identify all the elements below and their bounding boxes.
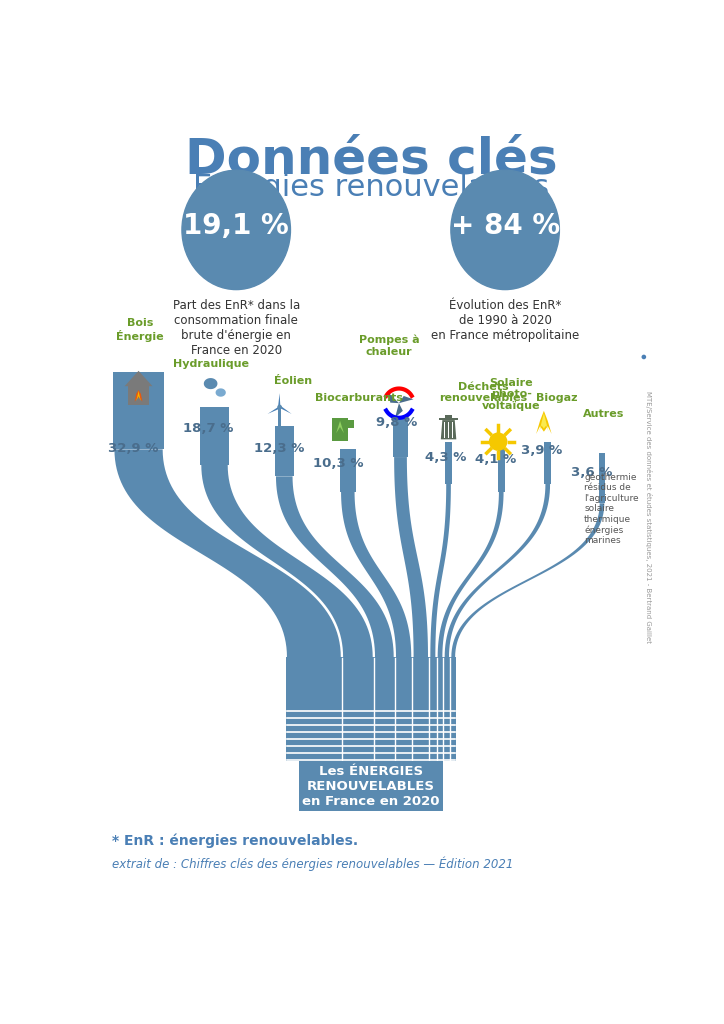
Polygon shape bbox=[204, 378, 217, 389]
Polygon shape bbox=[445, 441, 452, 484]
Text: 4,3 %: 4,3 % bbox=[425, 451, 466, 464]
Text: Pompes à
chaleur: Pompes à chaleur bbox=[358, 335, 419, 357]
Polygon shape bbox=[125, 371, 153, 386]
Polygon shape bbox=[388, 392, 399, 403]
Circle shape bbox=[277, 404, 282, 410]
Polygon shape bbox=[278, 393, 280, 407]
Polygon shape bbox=[268, 407, 280, 414]
Polygon shape bbox=[599, 454, 605, 503]
Polygon shape bbox=[278, 407, 281, 434]
Text: * EnR : énergies renouvelables.: * EnR : énergies renouvelables. bbox=[112, 834, 358, 848]
Text: Déchets
renouvelables: Déchets renouvelables bbox=[439, 382, 527, 403]
Polygon shape bbox=[452, 422, 453, 438]
Polygon shape bbox=[451, 503, 605, 657]
Text: Bois
Énergie: Bois Énergie bbox=[116, 317, 164, 342]
Text: 19,1 %: 19,1 % bbox=[183, 212, 289, 240]
Polygon shape bbox=[332, 418, 348, 441]
Circle shape bbox=[641, 354, 647, 359]
Text: Part des EnR* dans la
consommation finale
brute d'énergie en
France en 2020: Part des EnR* dans la consommation final… bbox=[172, 299, 300, 357]
Polygon shape bbox=[444, 422, 445, 438]
Polygon shape bbox=[399, 396, 413, 403]
Polygon shape bbox=[135, 390, 143, 401]
Ellipse shape bbox=[451, 170, 560, 290]
Polygon shape bbox=[445, 415, 452, 418]
Circle shape bbox=[384, 388, 414, 419]
Text: Solaire
photo-
voltaïque: Solaire photo- voltaïque bbox=[482, 378, 540, 411]
Polygon shape bbox=[395, 403, 403, 418]
Polygon shape bbox=[200, 407, 229, 465]
Polygon shape bbox=[127, 386, 149, 404]
Text: 3,6 %: 3,6 % bbox=[571, 466, 613, 479]
Text: géothermie
résidus de
l'agriculture
solaire
thermique
énergies
marines: géothermie résidus de l'agriculture sola… bbox=[584, 472, 639, 545]
Polygon shape bbox=[447, 422, 450, 438]
Polygon shape bbox=[393, 395, 408, 457]
Text: 3,9 %: 3,9 % bbox=[521, 444, 562, 457]
Polygon shape bbox=[394, 457, 428, 657]
Text: 10,3 %: 10,3 % bbox=[313, 457, 363, 470]
Text: Hydraulique: Hydraulique bbox=[172, 358, 248, 369]
Polygon shape bbox=[216, 388, 226, 396]
Polygon shape bbox=[544, 441, 551, 484]
Polygon shape bbox=[286, 657, 456, 761]
Text: MTE/Service des données et études statistiques, 2021 - Bertrand Gaillet: MTE/Service des données et études statis… bbox=[645, 391, 652, 643]
Text: 9,8 %: 9,8 % bbox=[376, 416, 417, 429]
Polygon shape bbox=[113, 373, 164, 450]
Polygon shape bbox=[498, 445, 505, 492]
Text: Évolution des EnR*
de 1990 à 2020
en France métropolitaine: Évolution des EnR* de 1990 à 2020 en Fra… bbox=[431, 299, 579, 342]
Text: Énergies renouvelables: Énergies renouvelables bbox=[193, 168, 549, 202]
Text: Autres: Autres bbox=[583, 409, 624, 419]
Polygon shape bbox=[536, 411, 552, 434]
Circle shape bbox=[489, 432, 508, 451]
Polygon shape bbox=[348, 420, 354, 428]
Polygon shape bbox=[201, 465, 373, 657]
Ellipse shape bbox=[182, 170, 290, 290]
Text: 18,7 %: 18,7 % bbox=[183, 423, 233, 435]
Polygon shape bbox=[441, 420, 456, 439]
Text: Données clés: Données clés bbox=[185, 135, 557, 183]
Text: Biocarburants: Biocarburants bbox=[315, 393, 403, 403]
Polygon shape bbox=[439, 418, 458, 420]
Text: Les ÉNERGIES
RENOUVELABLES
en France en 2020: Les ÉNERGIES RENOUVELABLES en France en … bbox=[303, 765, 439, 808]
Polygon shape bbox=[539, 413, 549, 432]
Polygon shape bbox=[276, 476, 394, 657]
Polygon shape bbox=[438, 492, 504, 657]
Text: Biogaz: Biogaz bbox=[536, 393, 578, 403]
Text: extrait de : Chiffres clés des énergies renouvelables — Édition 2021: extrait de : Chiffres clés des énergies … bbox=[112, 856, 513, 870]
Text: 4,1 %: 4,1 % bbox=[475, 454, 516, 466]
Polygon shape bbox=[340, 450, 355, 492]
Polygon shape bbox=[136, 391, 141, 400]
Polygon shape bbox=[341, 492, 411, 657]
Polygon shape bbox=[114, 450, 341, 657]
Polygon shape bbox=[445, 484, 550, 657]
Polygon shape bbox=[279, 406, 292, 414]
Polygon shape bbox=[430, 484, 451, 657]
Polygon shape bbox=[275, 426, 294, 476]
FancyBboxPatch shape bbox=[299, 761, 443, 811]
Text: + 84 %: + 84 % bbox=[450, 212, 560, 240]
Polygon shape bbox=[336, 421, 344, 433]
Text: Éolien: Éolien bbox=[274, 376, 312, 386]
Text: 12,3 %: 12,3 % bbox=[254, 441, 305, 455]
Text: 32,9 %: 32,9 % bbox=[108, 441, 159, 455]
